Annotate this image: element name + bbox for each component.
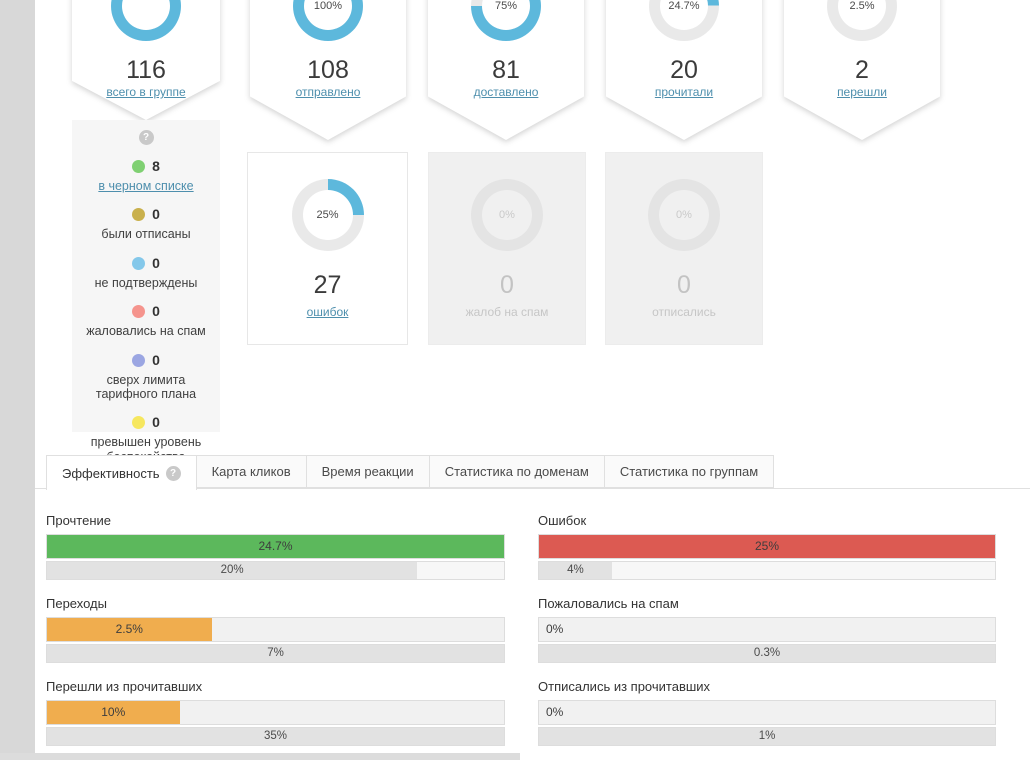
- help-icon[interactable]: ?: [165, 465, 181, 481]
- read-value: 20: [670, 56, 698, 84]
- donut-percent: 24.7%: [668, 0, 700, 12]
- metric-average-bar: 35%: [46, 727, 505, 746]
- stat-card-spam-complaints: 0% 0 жалоб на спам: [428, 152, 586, 345]
- read-link[interactable]: прочитали: [654, 85, 714, 99]
- metric-average-bar: 20%: [46, 561, 505, 580]
- blacklist-link[interactable]: в черном списке: [98, 179, 194, 193]
- stat-card-delivered: 75% 81 доставлено: [428, 0, 584, 140]
- legend-item-unconfirmed: 0 не подтверждены: [72, 255, 220, 290]
- clicked-link[interactable]: перешли: [837, 85, 887, 99]
- metric-value-bar: 0%: [538, 700, 996, 725]
- anxiety-dot-icon: [132, 416, 146, 430]
- read-donut: 24.7%: [649, 0, 719, 41]
- page-left-gutter: [0, 0, 35, 760]
- stat-card-unsubscribed: 0% 0 отписались: [605, 152, 763, 345]
- spam-complaints-value: 0: [500, 271, 514, 299]
- delivered-donut: 75%: [471, 0, 541, 41]
- over-limit-label: сверх лимита тарифного плана: [95, 372, 197, 401]
- clicked-value: 2: [855, 56, 869, 84]
- delivered-value: 81: [492, 56, 520, 84]
- metric-average-bar: 1%: [538, 727, 996, 746]
- stat-card-total: 116 всего в группе: [72, 0, 220, 120]
- donut-percent: 0%: [676, 209, 692, 221]
- stat-card-clicked: 2.5% 2 перешли: [784, 0, 940, 140]
- sent-link[interactable]: отправлено: [295, 85, 361, 99]
- metric-average-bar: 0.3%: [538, 644, 996, 663]
- metric-clicked-from-read: Перешли из прочитавших 10% 35%: [46, 679, 505, 746]
- spam-dot-icon: [132, 305, 146, 319]
- metric-spam-complaints: Пожаловались на спам 0% 0.3%: [538, 596, 996, 663]
- donut-percent: 2.5%: [849, 0, 875, 12]
- stats-tabs: Эффективность ? Карта кликов Время реакц…: [46, 455, 775, 490]
- metric-value-bar: 2.5%: [46, 617, 505, 642]
- metric-average-bar: 7%: [46, 644, 505, 663]
- metric-label: Пожаловались на спам: [538, 596, 679, 611]
- group-legend-panel: ? 8 в черном списке 0 были отписаны 0 не…: [72, 120, 220, 464]
- metric-value-bar: 10%: [46, 700, 505, 725]
- spam-complaints-label: жалоб на спам: [465, 305, 549, 319]
- metric-errors: Ошибок 25% 4%: [538, 513, 996, 580]
- tab-click-map[interactable]: Карта кликов: [195, 455, 307, 488]
- total-value: 116: [126, 56, 166, 84]
- blacklist-dot-icon: [132, 160, 146, 173]
- effectiveness-metrics: Прочтение 24.7% 20% Ошибок 25% 4% Перехо…: [46, 513, 996, 746]
- errors-value: 27: [313, 271, 342, 299]
- total-link[interactable]: всего в группе: [106, 85, 186, 99]
- donut-percent: 25%: [316, 209, 339, 221]
- metric-label: Переходы: [46, 596, 107, 611]
- unconfirmed-dot-icon: [132, 256, 146, 270]
- stat-card-errors: 25% 27 ошибок: [247, 152, 408, 345]
- legend-item-over-limit: 0 сверх лимита тарифного плана: [72, 352, 220, 402]
- errors-donut: 25%: [291, 179, 364, 251]
- tabs-divider: [35, 488, 1030, 489]
- total-donut: [111, 0, 181, 41]
- tab-domain-stats[interactable]: Статистика по доменам: [428, 455, 605, 488]
- tab-reaction-time[interactable]: Время реакции: [305, 455, 430, 488]
- metric-value-bar: 24.7%: [46, 534, 505, 559]
- sent-donut: 100%: [293, 0, 363, 41]
- spam-label: жаловались на спам: [86, 324, 206, 339]
- metric-value-bar: 0%: [538, 617, 996, 642]
- spam-complaints-donut: 0%: [471, 179, 543, 251]
- stat-card-sent: 100% 108 отправлено: [250, 0, 406, 140]
- over-limit-dot-icon: [132, 353, 146, 367]
- unconfirmed-label: не подтверждены: [94, 275, 198, 290]
- stat-card-read: 24.7% 20 прочитали: [606, 0, 762, 140]
- legend-item-spam-complaints: 0 жаловались на спам: [72, 303, 220, 338]
- legend-item-unsubscribed: 0 были отписаны: [72, 206, 220, 241]
- metric-label: Ошибок: [538, 513, 587, 528]
- clicked-donut: 2.5%: [827, 0, 897, 41]
- metric-label: Перешли из прочитавших: [46, 679, 203, 694]
- metric-value-bar: 25%: [538, 534, 996, 559]
- sent-value: 108: [307, 56, 349, 84]
- unsubscribed-donut: 0%: [648, 179, 720, 251]
- delivered-link[interactable]: доставлено: [473, 85, 539, 99]
- metric-label: Прочтение: [46, 513, 111, 528]
- metric-clicks: Переходы 2.5% 7%: [46, 596, 505, 663]
- help-icon[interactable]: ?: [138, 130, 154, 145]
- page-bottom-gutter: [0, 753, 520, 760]
- donut-percent: 100%: [313, 0, 343, 12]
- tab-effectiveness[interactable]: Эффективность ?: [46, 455, 197, 490]
- unsubscribed-card-label: отписались: [652, 305, 716, 319]
- metric-read: Прочтение 24.7% 20%: [46, 513, 505, 580]
- tab-group-stats[interactable]: Статистика по группам: [603, 455, 775, 488]
- donut-percent: 75%: [494, 0, 518, 12]
- unsubscribed-dot-icon: [132, 208, 146, 222]
- donut-percent: 0%: [499, 209, 515, 221]
- unsubscribed-value: 0: [677, 271, 691, 299]
- errors-link[interactable]: ошибок: [306, 305, 349, 319]
- legend-item-blacklist: 8 в черном списке: [72, 158, 220, 193]
- metric-unsubscribed-from-read: Отписались из прочитавших 0% 1%: [538, 679, 996, 746]
- metric-average-bar: 4%: [538, 561, 996, 580]
- metric-label: Отписались из прочитавших: [538, 679, 711, 694]
- unsubscribed-label: были отписаны: [101, 227, 191, 242]
